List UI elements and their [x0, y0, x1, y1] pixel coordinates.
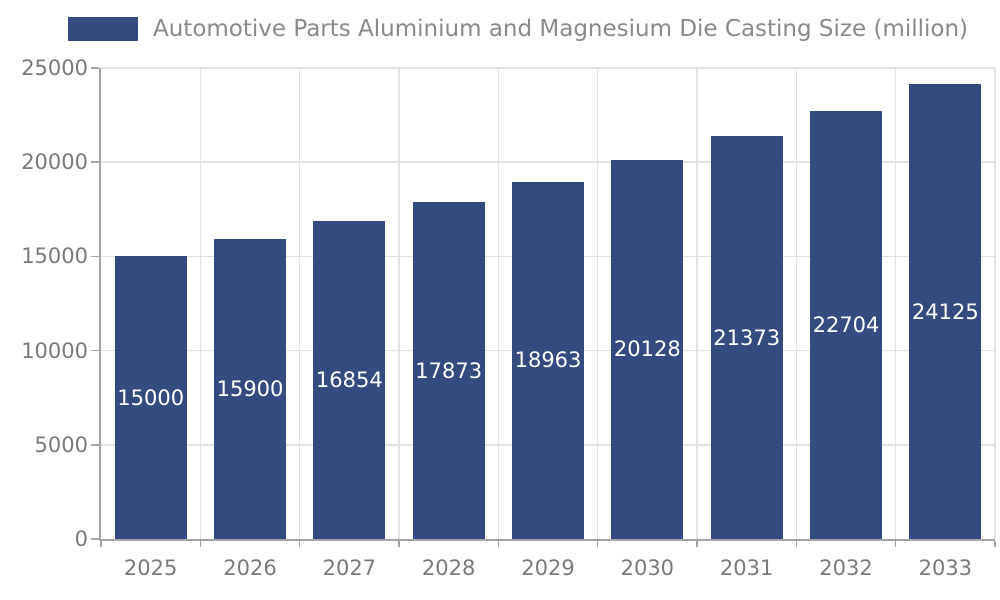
bar-value-label: 16854	[315, 368, 383, 393]
x-tick-label: 2028	[421, 556, 476, 580]
y-tick-mark	[91, 67, 99, 69]
x-tick-label: 2033	[918, 556, 973, 580]
y-tick-label: 0	[74, 527, 88, 551]
gridline-vertical	[795, 68, 798, 539]
y-tick-mark	[91, 255, 99, 258]
x-tick-label: 2032	[819, 556, 873, 580]
bar	[611, 159, 684, 539]
x-tick-mark	[596, 541, 599, 547]
x-tick-mark	[100, 541, 102, 547]
y-tick-mark	[91, 538, 99, 540]
legend-swatch	[68, 17, 138, 41]
y-tick-label: 20000	[21, 150, 88, 175]
gridline-vertical	[298, 68, 301, 539]
x-tick-label: 2030	[620, 556, 675, 580]
bar-value-label: 22704	[812, 313, 880, 338]
y-axis-line	[99, 68, 101, 541]
bar	[710, 136, 783, 539]
bar-value-label: 15000	[117, 385, 185, 410]
x-tick-mark	[795, 541, 798, 547]
y-tick-mark	[91, 161, 99, 163]
bar	[214, 239, 286, 539]
bar-value-label: 17873	[415, 358, 483, 383]
y-tick-label: 15000	[21, 244, 88, 269]
x-axis-line	[99, 539, 995, 541]
gridline-vertical	[199, 68, 202, 539]
gridline-vertical	[596, 68, 599, 539]
bar	[810, 111, 882, 539]
bar	[313, 221, 386, 539]
x-tick-label: 2029	[521, 556, 575, 580]
bar	[512, 181, 584, 539]
bar	[114, 256, 187, 539]
y-tick-mark	[91, 349, 99, 352]
gridline-vertical	[398, 68, 400, 539]
gridline-vertical	[894, 68, 897, 539]
bar-value-label: 21373	[713, 325, 781, 350]
chart-title: Automotive Parts Aluminium and Magnesium…	[153, 16, 969, 42]
x-tick-mark	[298, 541, 301, 547]
x-tick-mark	[497, 541, 500, 547]
gridline-vertical	[994, 68, 996, 539]
gridline-vertical	[696, 68, 698, 539]
y-tick-mark	[91, 444, 99, 446]
bar-value-label: 24125	[911, 299, 979, 324]
gridline-horizontal	[101, 161, 995, 163]
bar-value-label: 18963	[514, 348, 582, 373]
bar-value-label: 15900	[216, 377, 284, 402]
x-tick-label: 2027	[322, 556, 377, 580]
y-tick-label: 5000	[34, 432, 88, 457]
gridline-horizontal	[101, 67, 995, 69]
x-tick-mark	[199, 541, 202, 547]
x-tick-mark	[994, 541, 996, 547]
bar-value-label: 20128	[613, 337, 681, 362]
bar	[909, 84, 982, 539]
x-tick-label: 2025	[123, 556, 178, 580]
y-tick-label: 10000	[21, 338, 88, 363]
x-tick-mark	[894, 541, 897, 547]
x-tick-mark	[398, 541, 400, 547]
x-tick-label: 2026	[223, 556, 277, 580]
x-tick-mark	[696, 541, 698, 547]
x-tick-label: 2031	[719, 556, 774, 580]
bar	[412, 202, 485, 539]
gridline-vertical	[497, 68, 500, 539]
chart-legend: Automotive Parts Aluminium and Magnesium…	[68, 14, 968, 44]
y-tick-label: 25000	[21, 56, 88, 80]
